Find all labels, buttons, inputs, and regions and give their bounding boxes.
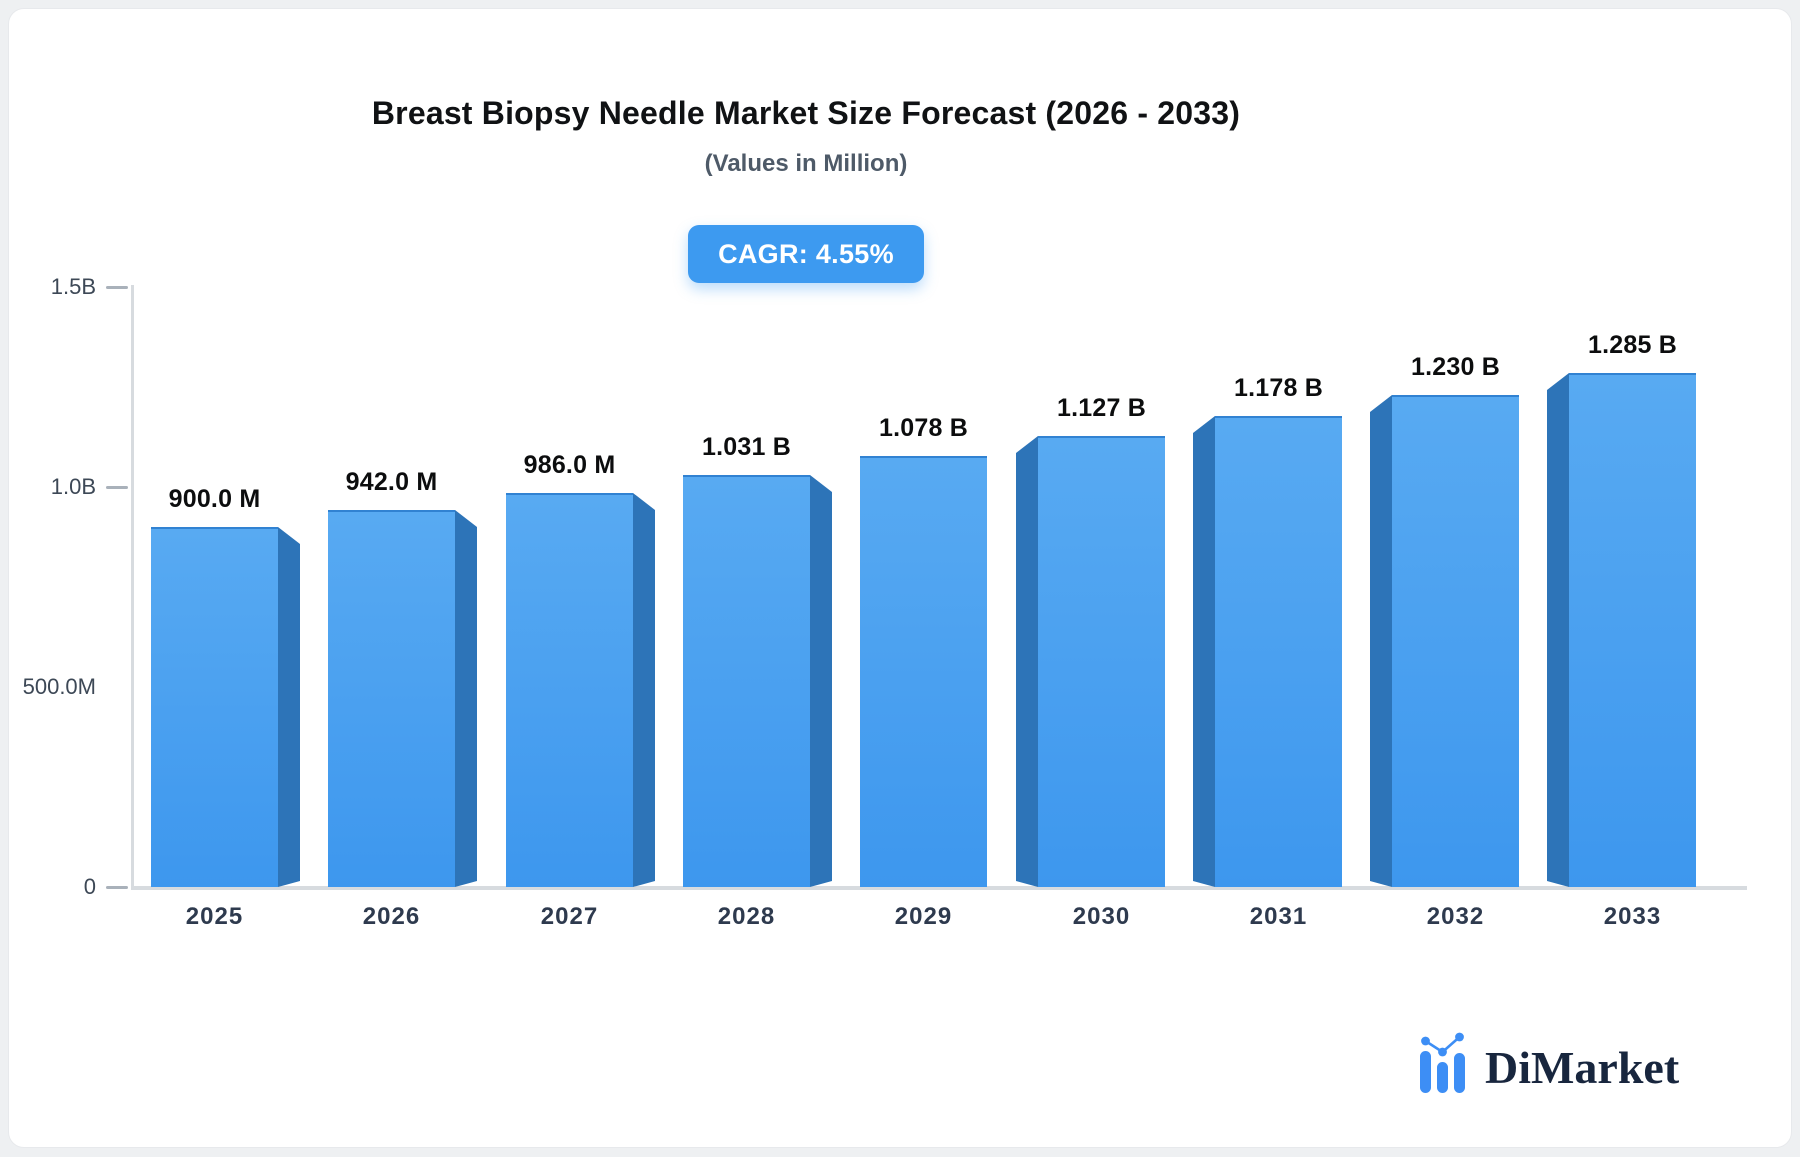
y-tick-1.5B: 1.5B — [1, 274, 128, 300]
cagr-badge: CAGR: 4.55% — [688, 225, 924, 283]
bar-2028[interactable] — [683, 475, 810, 887]
y-tick-label: 1.0B — [51, 474, 96, 500]
y-tick-label: 500.0M — [23, 674, 96, 700]
dimarket-logo-icon — [1417, 1031, 1471, 1093]
bar-side-face-2028 — [810, 475, 832, 887]
bar-2027[interactable] — [506, 493, 633, 887]
y-tick-label: 0 — [84, 874, 96, 900]
y-tick-0: 0 — [1, 874, 128, 900]
y-tick-dash — [106, 886, 128, 889]
value-label-2033: 1.285 B — [1524, 331, 1741, 360]
logo: DiMarket — [1417, 1031, 1679, 1093]
bar-2033[interactable] — [1569, 373, 1696, 887]
y-tick-label: 1.5B — [51, 274, 96, 300]
chart-title: Breast Biopsy Needle Market Size Forecas… — [131, 95, 1481, 132]
x-label-2033: 2033 — [1524, 903, 1741, 931]
bar-side-face-2031 — [1193, 416, 1215, 887]
bar-side-face-2027 — [633, 493, 655, 887]
bar-side-face-2026 — [455, 510, 477, 887]
logo-text: DiMarket — [1485, 1045, 1679, 1093]
bar-side-face-2025 — [278, 527, 300, 887]
chart-card: Breast Biopsy Needle Market Size Forecas… — [8, 8, 1792, 1148]
bar-side-face-2030 — [1016, 436, 1038, 887]
chart-subtitle: (Values in Million) — [131, 150, 1481, 178]
bar-2030[interactable] — [1038, 436, 1165, 887]
bar-side-face-2033 — [1547, 373, 1569, 887]
y-tick-500.0M: 500.0M — [1, 674, 128, 700]
bar-2031[interactable] — [1215, 416, 1342, 887]
bar-2029[interactable] — [860, 456, 987, 887]
bar-2032[interactable] — [1392, 395, 1519, 887]
y-tick-dash — [106, 286, 128, 289]
bar-side-face-2032 — [1370, 395, 1392, 887]
bar-2026[interactable] — [328, 510, 455, 887]
y-axis-line — [131, 285, 134, 889]
bar-2025[interactable] — [151, 527, 278, 887]
